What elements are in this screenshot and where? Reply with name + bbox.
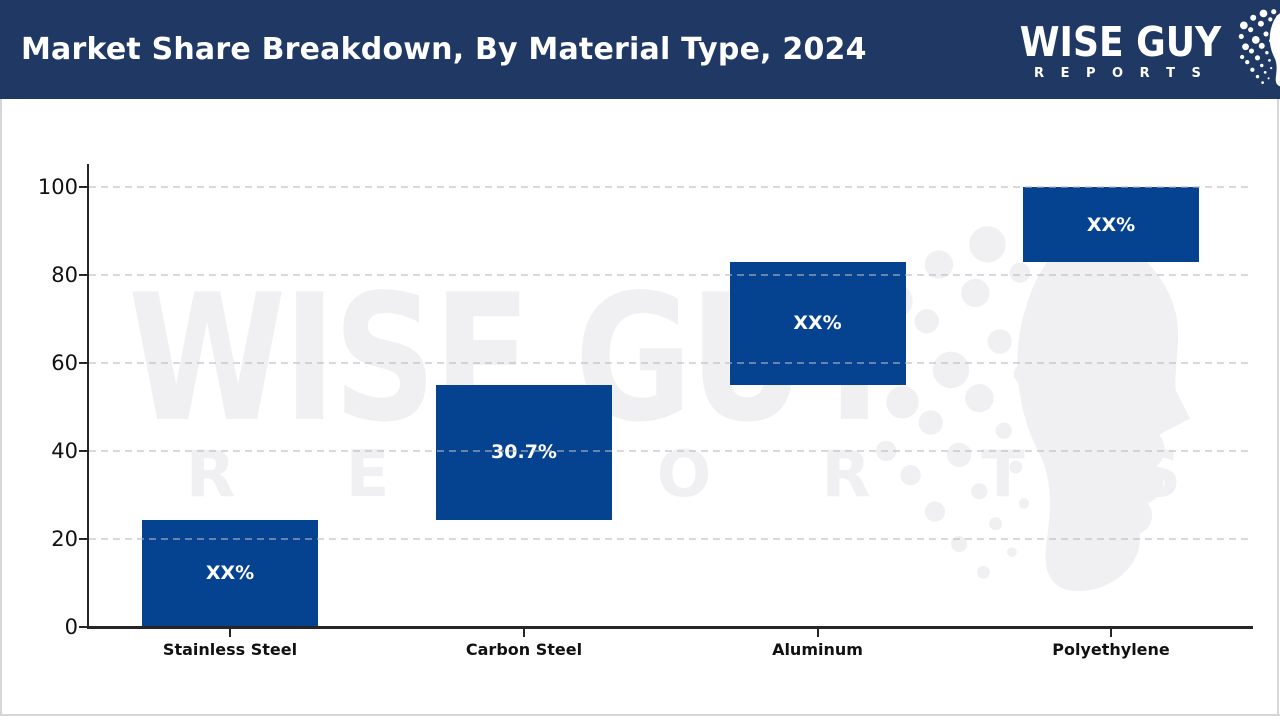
bar-value-label: XX% (793, 312, 842, 335)
x-tick-label: Carbon Steel (465, 640, 583, 659)
y-tick-label: 20 (51, 527, 78, 551)
gridline (89, 362, 1253, 364)
y-tick-mark (79, 538, 87, 540)
y-tick-label: 40 (51, 439, 78, 463)
brand-logo-text: WISE GUY R E P O R T S (1006, 17, 1235, 81)
bar-value-label: XX% (1086, 213, 1136, 236)
x-tick-mark (523, 629, 525, 637)
gridline (89, 538, 1253, 540)
brand-tagline: R E P O R T S (1034, 65, 1207, 81)
page-title: Market Share Breakdown, By Material Type… (21, 32, 867, 67)
brand-face-icon (1237, 8, 1280, 94)
gridline (89, 450, 1253, 452)
x-tick-label: Polyethylene (1052, 640, 1170, 659)
y-tick-mark (79, 274, 87, 276)
bar-value-label: 30.7% (491, 441, 557, 464)
x-axis-line (87, 626, 1253, 629)
bar-aluminum: XX% (729, 262, 906, 385)
brand-name: WISE GUY (1019, 17, 1222, 66)
bar-value-label: XX% (205, 562, 255, 585)
gridline (89, 186, 1253, 188)
bar-carbon-steel: 30.7% (436, 384, 612, 520)
y-tick-mark (79, 186, 87, 188)
y-tick-label: 0 (64, 615, 78, 639)
x-tick-mark (816, 629, 819, 637)
y-tick-label: 60 (51, 351, 78, 375)
y-tick-mark (79, 450, 87, 452)
bar-stainless-steel: XX% (142, 519, 318, 627)
watermark-face-icon (862, 220, 1194, 625)
y-tick-mark (79, 362, 87, 364)
header: Market Share Breakdown, By Material Type… (0, 0, 1280, 99)
x-tick-mark (229, 629, 231, 637)
x-tick-label: Aluminum (772, 640, 863, 659)
x-tick-label: Stainless Steel (162, 640, 298, 659)
x-tick-mark (1110, 629, 1112, 637)
content-border-right (1277, 99, 1279, 714)
brand-logo: WISE GUY R E P O R T S (1006, 6, 1268, 96)
gridline (89, 274, 1253, 276)
content-border-left (0, 99, 2, 714)
y-axis-line (87, 164, 89, 628)
bar-polyethylene: XX% (1023, 187, 1199, 263)
content-border-bottom (0, 714, 1280, 716)
y-tick-mark (79, 626, 87, 628)
y-tick-label: 100 (37, 175, 78, 199)
y-tick-label: 80 (51, 263, 78, 287)
